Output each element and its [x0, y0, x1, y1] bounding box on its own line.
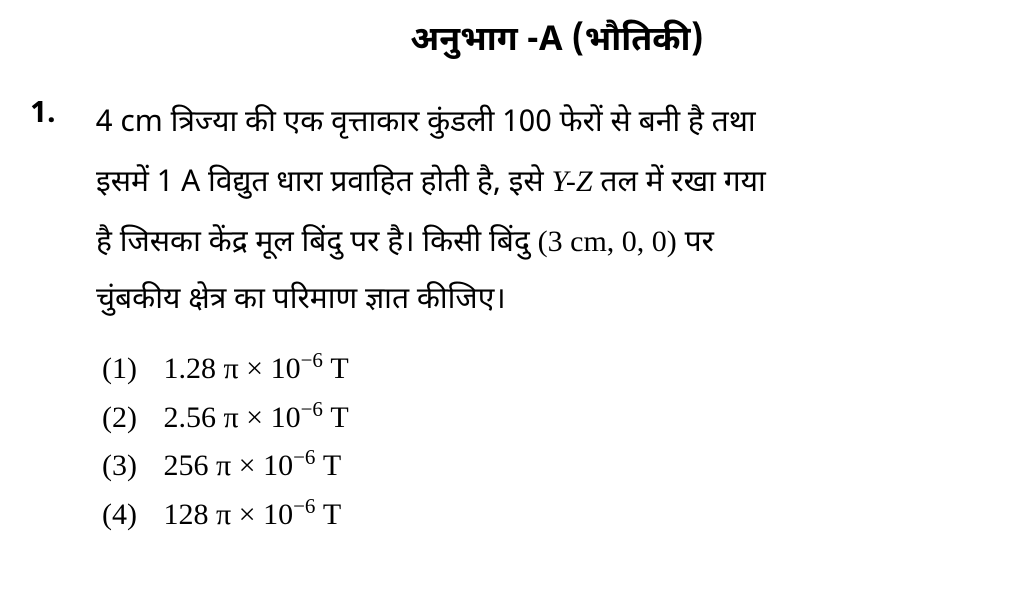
option-4: (4) 128 π × 10−6 T	[102, 490, 974, 539]
option-3-exp: −6	[293, 445, 315, 469]
option-1-pi: π	[224, 352, 239, 385]
stem-line-3b: पर	[677, 225, 714, 264]
stem-line-2a: इसमें 1 A विद्युत धारा प्रवाहित होती है,…	[96, 165, 551, 204]
option-1-unit: T	[330, 352, 348, 385]
question-number: 1.	[30, 96, 60, 135]
question-block: 1. 4 cm त्रिज्या की एक वृत्ताकार कुंडली …	[30, 96, 974, 538]
section-title: अनुभाग -A (भौतिकी)	[140, 20, 974, 64]
option-2-unit: T	[330, 401, 348, 434]
option-3-times: × 10	[239, 449, 293, 482]
stem-line-2: इसमें 1 A विद्युत धारा प्रवाहित होती है,…	[96, 153, 974, 213]
option-1-label: (1)	[102, 346, 156, 393]
stem-line-2b: तल में रखा गया	[593, 165, 766, 204]
stem-line-1: 4 cm त्रिज्या की एक वृत्ताकार कुंडली 100…	[96, 96, 974, 153]
option-2-times: × 10	[246, 401, 300, 434]
option-3-label: (3)	[102, 443, 156, 490]
option-4-exp: −6	[293, 494, 315, 518]
yz-plane: Y-Z	[551, 165, 592, 198]
option-2-exp: −6	[301, 397, 323, 421]
option-3-pi: π	[216, 449, 231, 482]
option-2-label: (2)	[102, 395, 156, 442]
option-4-unit: T	[323, 498, 341, 531]
option-2-coeff: 2.56	[164, 401, 217, 434]
option-1-exp: −6	[301, 348, 323, 372]
option-3: (3) 256 π × 10−6 T	[102, 441, 974, 490]
page: अनुभाग -A (भौतिकी) 1. 4 cm त्रिज्या की ए…	[0, 0, 1024, 558]
option-2-pi: π	[224, 401, 239, 434]
question-stem: 4 cm त्रिज्या की एक वृत्ताकार कुंडली 100…	[96, 96, 974, 330]
option-2: (2) 2.56 π × 10−6 T	[102, 393, 974, 442]
point-coords: (3 cm, 0, 0)	[538, 225, 677, 258]
option-1-coeff: 1.28	[164, 352, 217, 385]
options-list: (1) 1.28 π × 10−6 T (2) 2.56 π × 10−6 T …	[96, 344, 974, 538]
stem-line-3: है जिसका केंद्र मूल बिंदु पर है। किसी बि…	[96, 213, 974, 273]
stem-line-3a: है जिसका केंद्र मूल बिंदु पर है। किसी बि…	[96, 225, 538, 264]
option-4-times: × 10	[239, 498, 293, 531]
option-1: (1) 1.28 π × 10−6 T	[102, 344, 974, 393]
option-4-pi: π	[216, 498, 231, 531]
option-3-unit: T	[323, 449, 341, 482]
question-body: 4 cm त्रिज्या की एक वृत्ताकार कुंडली 100…	[96, 96, 974, 538]
stem-line-4: चुंबकीय क्षेत्र का परिमाण ज्ञात कीजिए।	[96, 273, 974, 330]
option-3-coeff: 256	[164, 449, 209, 482]
option-1-times: × 10	[246, 352, 300, 385]
option-4-label: (4)	[102, 492, 156, 539]
option-4-coeff: 128	[164, 498, 209, 531]
